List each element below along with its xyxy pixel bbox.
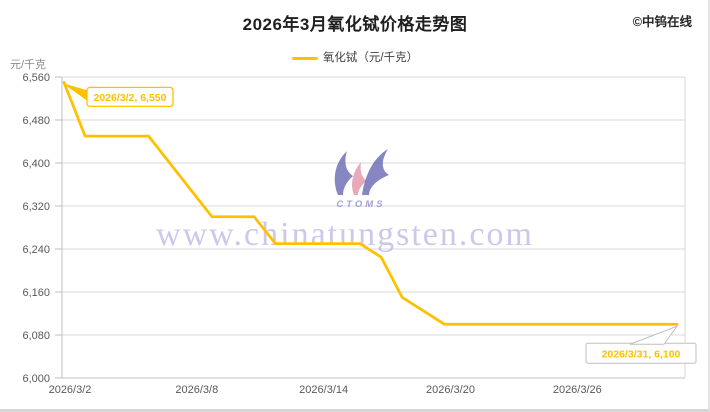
annotation-layer: 2026/3/2, 6,550 2026/3/31, 6,100 <box>64 83 697 364</box>
x-tick-label: 2026/3/8 <box>175 384 218 396</box>
x-tick-label: 2026/3/20 <box>426 384 475 396</box>
grid-layer: 6,000 6,080 6,160 6,240 6,320 6,400 6,480 6,560… <box>22 72 686 396</box>
watermark-url-text: www.chinatungsten.com <box>156 216 534 253</box>
annotation-box <box>86 86 174 108</box>
y-tick-label: 6,480 <box>22 115 50 127</box>
ctoms-logo-icon: CTOMS <box>334 149 389 210</box>
ctoms-logo-text: CTOMS <box>336 199 385 210</box>
y-axis-unit-label: 元/千克 <box>10 59 47 71</box>
annotation-label: 2026/3/31, 6,100 <box>602 348 681 360</box>
x-tick-label: 2026/3/14 <box>299 384 348 396</box>
watermark: CTOMS www.chinatungsten.com <box>156 149 534 253</box>
copyright-label: ©中钨在线 <box>632 15 692 29</box>
y-tick-label: 6,560 <box>22 72 50 84</box>
legend: 氧化铽（元/千克） <box>0 51 708 65</box>
legend-line-marker <box>291 56 318 60</box>
y-tick-label: 6,000 <box>22 373 50 385</box>
y-tick-label: 6,080 <box>22 330 50 342</box>
series-layer <box>62 81 679 326</box>
y-tick-label: 6,160 <box>22 287 50 299</box>
chart-title: 2026年3月氧化铽价格走势图 <box>242 15 468 34</box>
price-line <box>62 81 679 326</box>
annotation-label: 2026/3/2, 6,550 <box>94 92 167 104</box>
x-tick-label: 2026/3/2 <box>49 384 92 396</box>
annotation-callout <box>629 325 679 345</box>
y-tick-label: 6,240 <box>22 244 50 256</box>
y-tick-label: 6,400 <box>22 158 50 170</box>
legend-label: 氧化铽（元/千克） <box>322 52 419 64</box>
x-tick-label: 2026/3/26 <box>553 384 602 396</box>
y-tick-label: 6,320 <box>22 201 50 213</box>
